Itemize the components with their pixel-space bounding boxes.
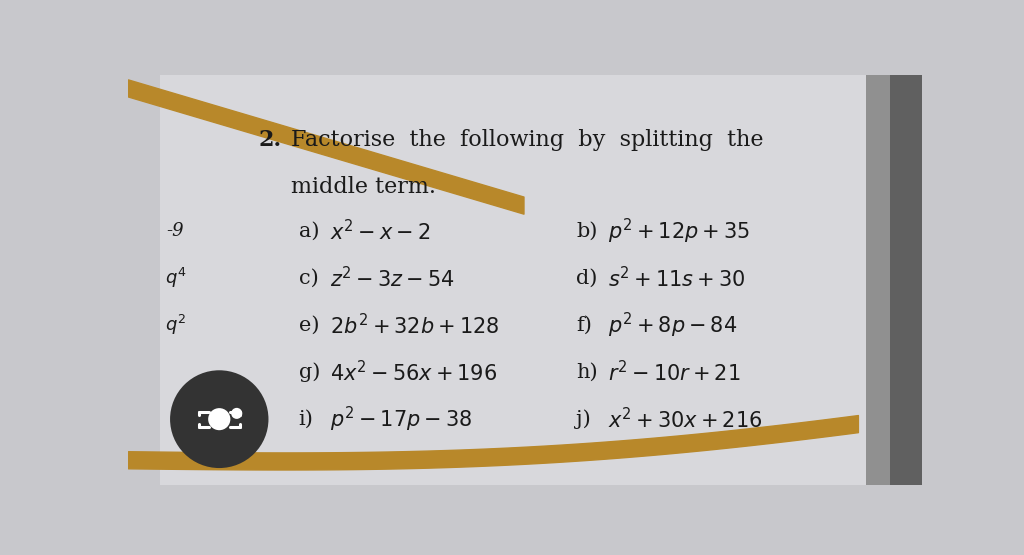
Text: e): e) [299,316,319,335]
Text: b): b) [577,221,598,241]
Text: $2b^2+32b+128$: $2b^2+32b+128$ [331,312,500,338]
Ellipse shape [231,408,243,419]
Text: $x^2+30x+216$: $x^2+30x+216$ [608,407,763,432]
Text: i): i) [299,410,313,428]
Text: $q^4$: $q^4$ [165,266,186,290]
Text: j): j) [577,410,591,429]
Text: $p^2+8p-84$: $p^2+8p-84$ [608,311,737,340]
Text: f): f) [577,316,592,335]
Text: a): a) [299,221,319,241]
Text: c): c) [299,269,318,287]
Bar [890,75,922,486]
Text: $s^2+11s+30$: $s^2+11s+30$ [608,265,745,291]
Text: $q^2$: $q^2$ [165,313,186,337]
Text: middle term.: middle term. [291,175,435,198]
Bar [866,75,898,486]
Ellipse shape [170,370,268,468]
Text: $r^2-10r+21$: $r^2-10r+21$ [608,360,740,385]
Text: $4x^2-56x+196$: $4x^2-56x+196$ [331,360,498,385]
Text: -9: -9 [167,222,184,240]
Text: $p^2-17p-38$: $p^2-17p-38$ [331,405,473,434]
Text: Factorise  the  following  by  splitting  the: Factorise the following by splitting the [291,129,763,150]
Text: h): h) [577,362,598,382]
Text: $x^2-x-2$: $x^2-x-2$ [331,219,431,244]
Ellipse shape [208,408,230,430]
Text: $p^2+12p+35$: $p^2+12p+35$ [608,216,750,246]
Text: d): d) [577,269,598,287]
Text: 2.: 2. [259,129,282,150]
Text: $z^2-3z-54$: $z^2-3z-54$ [331,265,455,291]
Text: g): g) [299,362,319,382]
